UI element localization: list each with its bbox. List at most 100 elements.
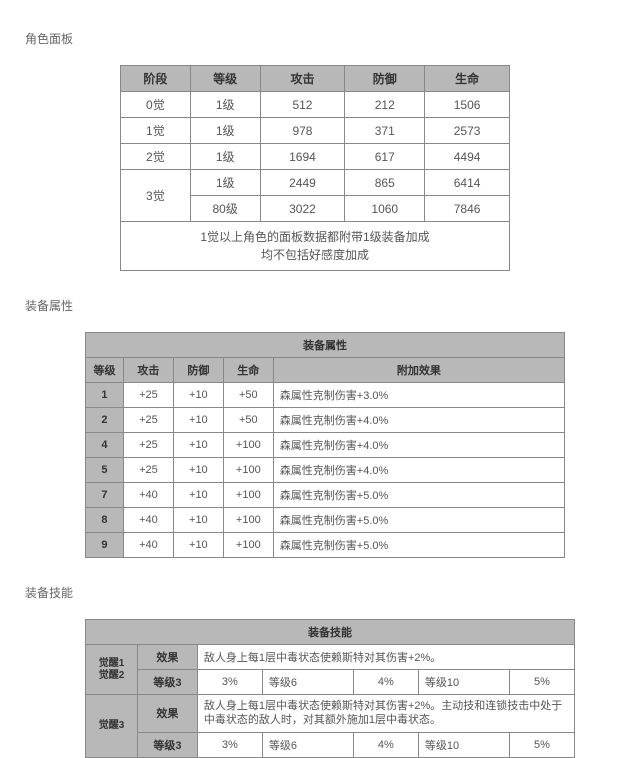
g1-v3: 3% [197, 670, 262, 695]
table-row: 8+40+10+100森属性克制伤害+5.0% [86, 508, 565, 533]
table-row: 7+40+10+100森属性克制伤害+5.0% [86, 483, 565, 508]
cell: 森属性克制伤害+5.0% [273, 508, 564, 533]
cell: +25 [123, 408, 173, 433]
g2-v6: 4% [353, 732, 418, 757]
lvl10-label: 等级10 [418, 732, 509, 757]
table-row: 1觉 1级 978 371 2573 [121, 118, 510, 144]
col-def: 防御 [173, 358, 223, 383]
cell-level: 1级 [190, 118, 260, 144]
panel-table: 阶段 等级 攻击 防御 生命 0觉 1级 512 212 1506 1觉 1级 … [120, 65, 510, 271]
table-row: 2觉 1级 1694 617 4494 [121, 144, 510, 170]
equip-table-title: 装备属性 [86, 333, 565, 358]
table-row: 2+25+10+50森属性克制伤害+4.0% [86, 408, 565, 433]
table-row: 3觉 1级 2449 865 6414 [121, 170, 510, 196]
effect-label: 效果 [138, 695, 198, 733]
cell-stage: 0觉 [121, 92, 191, 118]
equip-title: 装备属性 [25, 297, 595, 314]
col-def: 防御 [345, 66, 425, 92]
cell-atk: 3022 [260, 196, 345, 222]
cell: +10 [173, 433, 223, 458]
cell: +100 [223, 433, 273, 458]
cell: +10 [173, 508, 223, 533]
table-row: 0觉 1级 512 212 1506 [121, 92, 510, 118]
cell: 森属性克制伤害+4.0% [273, 458, 564, 483]
cell: +40 [123, 533, 173, 558]
cell: +25 [123, 383, 173, 408]
cell: 5 [86, 458, 124, 483]
group2-label: 觉醒3 [86, 695, 138, 758]
cell: +10 [173, 483, 223, 508]
skill-table-title: 装备技能 [86, 620, 575, 645]
g2-v3: 3% [197, 732, 262, 757]
col-hp: 生命 [223, 358, 273, 383]
table-row: 觉醒1觉醒2 效果 敌人身上每1层中毒状态使赖斯特对其伤害+2%。 [86, 645, 575, 670]
col-atk: 攻击 [260, 66, 345, 92]
note-line1: 1觉以上角色的面板数据都附带1级装备加成 [125, 228, 505, 246]
lvl6-label: 等级6 [262, 670, 353, 695]
cell-def: 865 [345, 170, 425, 196]
table-row: 觉醒3 效果 敌人身上每1层中毒状态使赖斯特对其伤害+2%。主动技和连锁技击中处… [86, 695, 575, 733]
cell-level: 1级 [190, 92, 260, 118]
table-row: 5+25+10+100森属性克制伤害+4.0% [86, 458, 565, 483]
section-skill: 装备技能 装备技能 觉醒1觉醒2 效果 敌人身上每1层中毒状态使赖斯特对其伤害+… [25, 584, 595, 758]
cell: +50 [223, 408, 273, 433]
cell-atk: 512 [260, 92, 345, 118]
cell: 8 [86, 508, 124, 533]
cell-hp: 2573 [425, 118, 510, 144]
col-level: 等级 [86, 358, 124, 383]
section-equip: 装备属性 装备属性 等级 攻击 防御 生命 附加效果 1+25+10+50森属性… [25, 297, 595, 558]
cell-atk: 1694 [260, 144, 345, 170]
cell-stage: 3觉 [121, 170, 191, 222]
cell: +25 [123, 458, 173, 483]
group1-desc: 敌人身上每1层中毒状态使赖斯特对其伤害+2%。 [197, 645, 574, 670]
cell: 森属性克制伤害+4.0% [273, 433, 564, 458]
table-row: 等级 攻击 防御 生命 附加效果 [86, 358, 565, 383]
skill-table: 装备技能 觉醒1觉醒2 效果 敌人身上每1层中毒状态使赖斯特对其伤害+2%。 等… [85, 619, 575, 758]
cell-atk: 978 [260, 118, 345, 144]
table-row: 装备技能 [86, 620, 575, 645]
lvl3-label: 等级3 [138, 732, 198, 757]
cell-level: 1级 [190, 170, 260, 196]
note-line2: 均不包括好感度加成 [125, 246, 505, 264]
panel-note: 1觉以上角色的面板数据都附带1级装备加成 均不包括好感度加成 [121, 222, 510, 271]
cell-hp: 1506 [425, 92, 510, 118]
cell-level: 1级 [190, 144, 260, 170]
cell: 4 [86, 433, 124, 458]
lvl3-label: 等级3 [138, 670, 198, 695]
cell: +40 [123, 508, 173, 533]
col-stage: 阶段 [121, 66, 191, 92]
cell: 森属性克制伤害+4.0% [273, 408, 564, 433]
group1-label: 觉醒1觉醒2 [86, 645, 138, 695]
cell-hp: 4494 [425, 144, 510, 170]
cell-def: 371 [345, 118, 425, 144]
group2-desc: 敌人身上每1层中毒状态使赖斯特对其伤害+2%。主动技和连锁技击中处于中毒状态的敌… [197, 695, 574, 733]
cell-stage: 1觉 [121, 118, 191, 144]
panel-title: 角色面板 [25, 30, 595, 47]
cell: +10 [173, 458, 223, 483]
cell-atk: 2449 [260, 170, 345, 196]
cell: +50 [223, 383, 273, 408]
col-level: 等级 [190, 66, 260, 92]
table-row: 装备属性 [86, 333, 565, 358]
table-row: 9+40+10+100森属性克制伤害+5.0% [86, 533, 565, 558]
col-effect: 附加效果 [273, 358, 564, 383]
cell-stage: 2觉 [121, 144, 191, 170]
table-row: 阶段 等级 攻击 防御 生命 [121, 66, 510, 92]
cell: +100 [223, 508, 273, 533]
table-row: 1+25+10+50森属性克制伤害+3.0% [86, 383, 565, 408]
cell: +10 [173, 383, 223, 408]
cell-hp: 6414 [425, 170, 510, 196]
cell: 7 [86, 483, 124, 508]
g1-v6: 4% [353, 670, 418, 695]
cell: 森属性克制伤害+5.0% [273, 533, 564, 558]
cell: +100 [223, 458, 273, 483]
cell: 森属性克制伤害+5.0% [273, 483, 564, 508]
cell: 2 [86, 408, 124, 433]
cell: 1 [86, 383, 124, 408]
skill-title: 装备技能 [25, 584, 595, 601]
note-row: 1觉以上角色的面板数据都附带1级装备加成 均不包括好感度加成 [121, 222, 510, 271]
section-panel: 角色面板 阶段 等级 攻击 防御 生命 0觉 1级 512 212 1506 1… [25, 30, 595, 271]
cell: +25 [123, 433, 173, 458]
cell-level: 80级 [190, 196, 260, 222]
cell: +100 [223, 533, 273, 558]
